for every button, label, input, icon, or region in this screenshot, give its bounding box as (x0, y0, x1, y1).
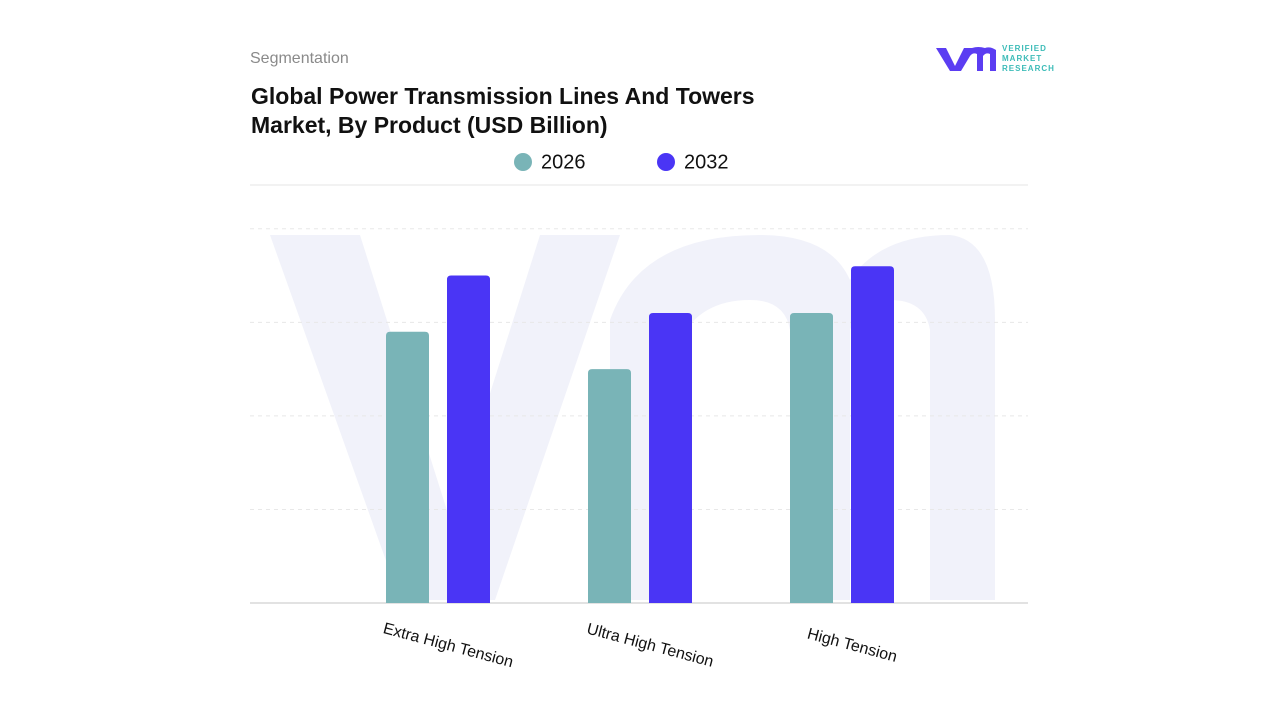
bar (649, 312, 692, 603)
logo-text: MARKET (1002, 54, 1042, 63)
bar (588, 369, 631, 603)
bar (851, 266, 894, 603)
chart-title: Global Power Transmission Lines And Towe… (251, 83, 755, 138)
logo: VERIFIED MARKET RESEARCH (936, 44, 1055, 73)
bar (447, 275, 490, 603)
x-tick-label: Ultra High Tension (585, 621, 715, 671)
section-label: Segmentation (250, 50, 349, 67)
x-tick-label: High Tension (805, 626, 898, 666)
legend-marker (657, 153, 675, 171)
x-tick-label: Extra High Tension (381, 620, 515, 671)
bar (386, 331, 429, 603)
logo-text: RESEARCH (1002, 64, 1055, 73)
legend-label: 2032 (684, 151, 729, 173)
legend-marker (514, 153, 532, 171)
bar (790, 312, 833, 603)
logo-text: VERIFIED (1002, 44, 1047, 53)
legend-label: 2026 (541, 151, 586, 173)
